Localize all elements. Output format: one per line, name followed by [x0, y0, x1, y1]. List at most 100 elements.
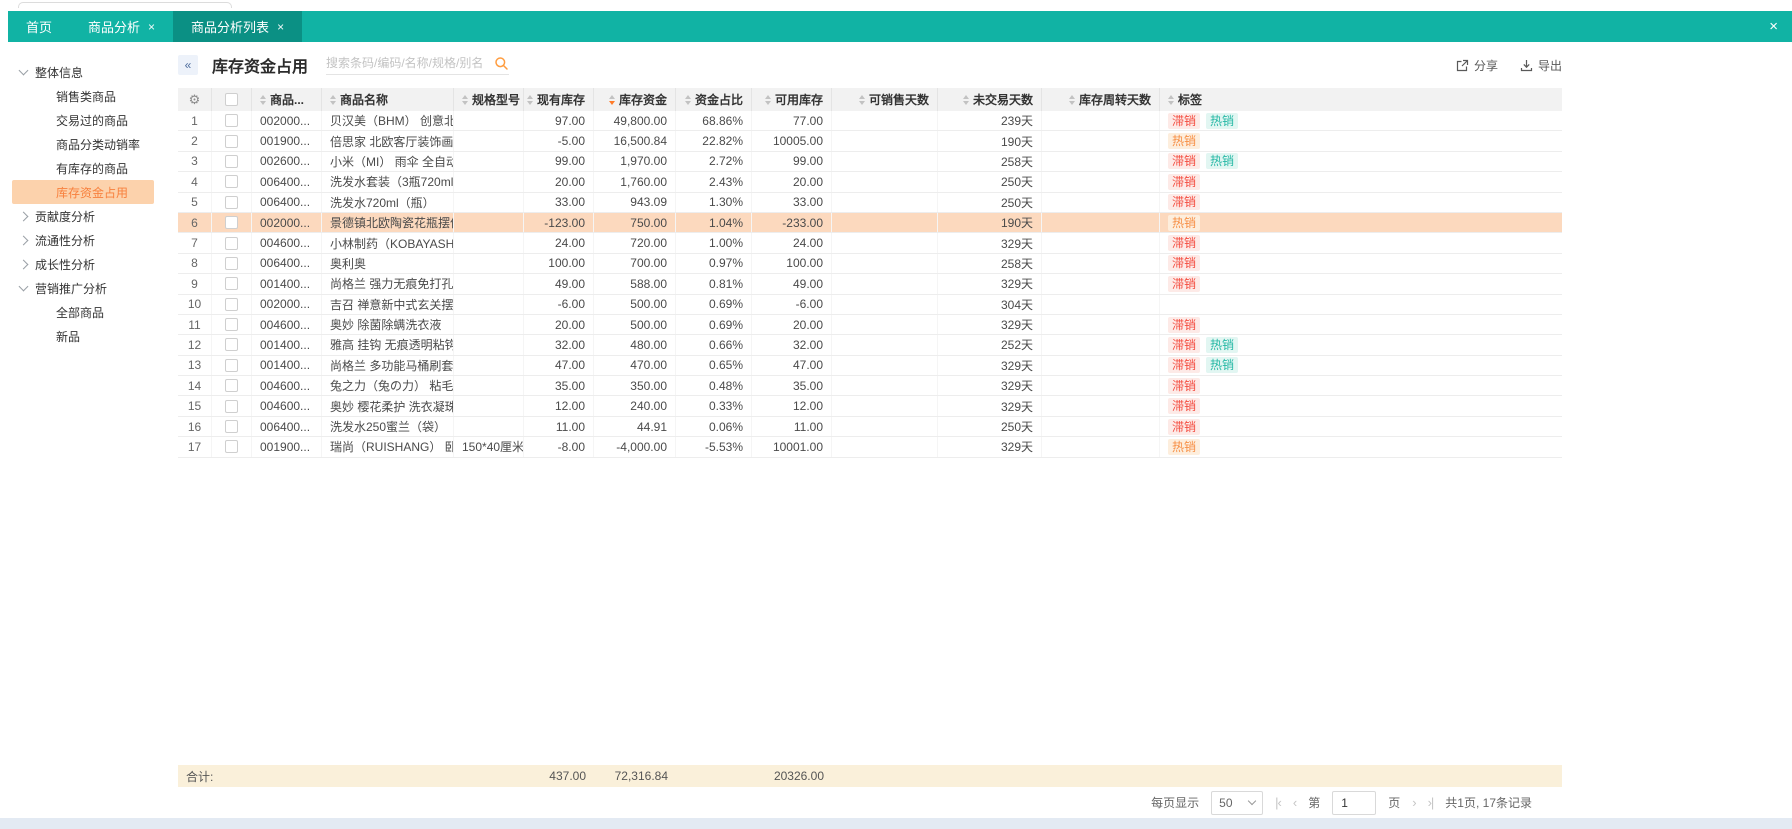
- sidebar-group-label: 流通性分析: [35, 233, 96, 248]
- column-header-no_trade[interactable]: 未交易天数: [938, 88, 1042, 111]
- row-checkbox[interactable]: [225, 134, 238, 148]
- search-icon[interactable]: [494, 56, 509, 71]
- tab-close-icon[interactable]: ×: [148, 19, 156, 34]
- tab-close-icon[interactable]: ×: [277, 19, 285, 34]
- row-checkbox[interactable]: [225, 318, 238, 332]
- row-checkbox[interactable]: [225, 216, 238, 230]
- column-header-name[interactable]: 商品名称: [322, 88, 454, 111]
- table-header: ⚙ 商品... 商品名称 规格型号 现有库存 库存资金 资金占比 可用库存 可销售天数 未交易天数…: [178, 88, 1562, 111]
- cell-stock: 12.00: [524, 396, 594, 416]
- column-header-code[interactable]: 商品...: [252, 88, 322, 111]
- row-checkbox[interactable]: [225, 399, 238, 413]
- sidebar-group[interactable]: 流通性分析: [0, 228, 160, 252]
- collapse-sidebar-button[interactable]: «: [178, 55, 198, 75]
- row-checkbox[interactable]: [225, 175, 238, 189]
- cell-avail: 32.00: [752, 335, 832, 355]
- cell-spec: [454, 192, 524, 212]
- table-row[interactable]: 7004600...小林制药（KOBAYASHI）日24.00720.001.0…: [178, 233, 1562, 254]
- sidebar-item[interactable]: 全部商品: [56, 305, 105, 320]
- tag-badge: 滞销: [1168, 255, 1201, 272]
- cell-name: 尚格兰 多功能马桶刷套装 马: [322, 355, 454, 376]
- column-header-turnover[interactable]: 库存周转天数: [1042, 88, 1160, 111]
- row-number: 11: [178, 314, 212, 335]
- column-header-fund[interactable]: 库存资金: [594, 88, 676, 111]
- export-button[interactable]: 导出: [1520, 57, 1562, 74]
- share-button[interactable]: 分享: [1456, 57, 1498, 74]
- row-checkbox[interactable]: [225, 297, 238, 311]
- sidebar-item[interactable]: 交易过的商品: [56, 113, 129, 128]
- total-stock: 437.00: [549, 769, 586, 783]
- cell-sale-days: [832, 151, 938, 172]
- page-input[interactable]: [1332, 790, 1377, 815]
- window-close-icon[interactable]: ×: [1769, 18, 1778, 35]
- table-row[interactable]: 8 006400... 奥利奥 100.00 700.00 0.97% 100.00 258天…: [178, 253, 1562, 275]
- sidebar-group[interactable]: 营销推广分析: [0, 276, 160, 300]
- column-header-tags[interactable]: 标签: [1160, 88, 1562, 111]
- column-header-spec[interactable]: 规格型号: [454, 88, 524, 111]
- table-row[interactable]: 2 001900...倍思家 北欧客厅装饰画卧室 -5.0016,500.8422.…: [178, 131, 1562, 152]
- column-header-sale_days[interactable]: 可销售天数: [832, 88, 938, 111]
- prev-page-button[interactable]: ‹: [1292, 795, 1297, 810]
- search-input[interactable]: [326, 56, 495, 70]
- total-rest-empty: [832, 765, 1562, 787]
- page-size-select[interactable]: 50: [1211, 790, 1264, 815]
- gear-icon[interactable]: ⚙: [188, 91, 201, 107]
- column-header-avail[interactable]: 可用库存: [752, 88, 832, 111]
- column-header-stock[interactable]: 现有库存: [524, 88, 594, 111]
- total-avail: 20326.00: [773, 769, 824, 783]
- table-row[interactable]: 6 002000...景德镇北欧陶瓷花瓶摆件 仿 -123.00750.001.04…: [178, 212, 1562, 234]
- row-checkbox[interactable]: [225, 195, 238, 209]
- first-page-button[interactable]: |‹: [1275, 795, 1282, 810]
- row-checkbox[interactable]: [225, 358, 238, 372]
- row-checkbox[interactable]: [225, 277, 238, 291]
- cell-spec: [454, 294, 524, 314]
- select-all-checkbox[interactable]: [225, 93, 238, 106]
- sort-asc-icon: [462, 94, 468, 99]
- tab-bar: 首页 商品分析 × 商品分析列表 × ×: [8, 11, 1792, 42]
- sidebar-item[interactable]: 销售类商品: [56, 89, 117, 104]
- next-page-button[interactable]: ›: [1412, 795, 1416, 810]
- cell-no-trade-days: 329天: [938, 274, 1042, 294]
- row-checkbox[interactable]: [225, 420, 238, 434]
- table-row[interactable]: 11 004600... 奥妙 除菌除螨洗衣液 20.00 500.00 0.69% 20.…: [178, 314, 1562, 336]
- column-header-label: 可用库存: [774, 93, 823, 107]
- table-row[interactable]: 17 001900...瑞尚（RUISHANG） 卧室地150*40厘米-8.00…: [178, 437, 1562, 458]
- cell-name: 景德镇北欧陶瓷花瓶摆件 仿: [322, 212, 454, 233]
- tab-1[interactable]: 商品分析 ×: [70, 11, 173, 42]
- table-row[interactable]: 5 006400... 洗发水720ml（瓶） 33.00 943.09 1.30% 33.…: [178, 192, 1562, 213]
- cell-avail: 49.00: [752, 274, 832, 294]
- column-header-ratio[interactable]: 资金占比: [676, 88, 752, 111]
- sidebar-item[interactable]: 商品分类动销率: [56, 137, 141, 152]
- sidebar-group[interactable]: 整体信息: [0, 60, 160, 84]
- row-checkbox[interactable]: [225, 114, 238, 128]
- tab-2[interactable]: 商品分析列表 ×: [173, 11, 303, 42]
- sidebar-group[interactable]: 贡献度分析: [0, 204, 160, 228]
- table-row[interactable]: 1 002000...贝汉美（BHM） 创意北欧客 97.0049,800.0068…: [178, 111, 1562, 132]
- row-checkbox[interactable]: [225, 256, 238, 270]
- column-header-gear[interactable]: ⚙: [178, 88, 212, 111]
- row-checkbox[interactable]: [225, 236, 238, 250]
- cell-spec: [454, 212, 524, 233]
- table-row[interactable]: 16 006400... 洗发水250蜜兰（袋） 11.00 44.91 0.06% 11.…: [178, 416, 1562, 438]
- tab-home[interactable]: 首页: [8, 11, 70, 42]
- cell-no-trade-days: 329天: [938, 376, 1042, 396]
- chevron-down-icon: [1247, 796, 1257, 806]
- sidebar-item[interactable]: 新品: [56, 329, 81, 344]
- row-checkbox[interactable]: [225, 440, 238, 454]
- row-checkbox[interactable]: [225, 154, 238, 168]
- sidebar-item[interactable]: 库存资金占用: [12, 180, 154, 204]
- row-checkbox[interactable]: [225, 338, 238, 352]
- total-name-empty: [322, 765, 454, 787]
- row-checkbox[interactable]: [225, 379, 238, 393]
- table-row[interactable]: 4006400...洗发水套装（3瓶720ml+1瓶20.001,760.002…: [178, 172, 1562, 193]
- last-page-button[interactable]: ›|: [1427, 795, 1435, 810]
- sidebar-group[interactable]: 成长性分析: [0, 252, 160, 276]
- sidebar-item[interactable]: 有库存的商品: [56, 161, 129, 176]
